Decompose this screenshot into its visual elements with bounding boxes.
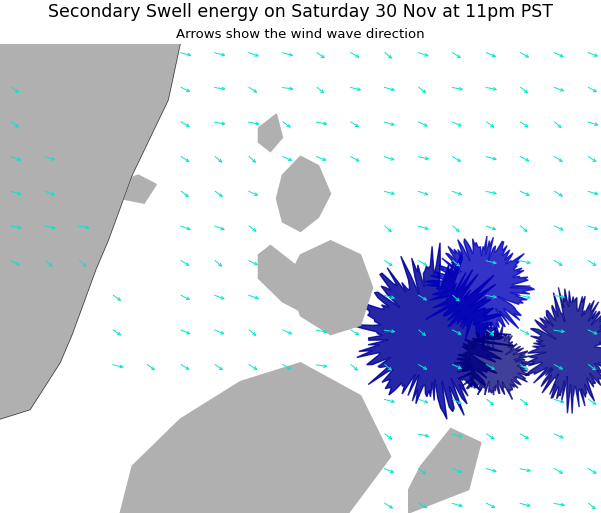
Polygon shape [454, 325, 533, 399]
Polygon shape [276, 156, 331, 231]
Polygon shape [258, 114, 282, 151]
Polygon shape [0, 44, 180, 419]
Polygon shape [288, 241, 373, 334]
Polygon shape [52, 137, 102, 212]
Text: Secondary Swell energy on Saturday 30 Nov at 11pm PST: Secondary Swell energy on Saturday 30 No… [48, 3, 553, 21]
Polygon shape [120, 363, 391, 513]
Text: Arrows show the wind wave direction: Arrows show the wind wave direction [176, 28, 425, 41]
Polygon shape [258, 245, 313, 311]
Polygon shape [425, 236, 534, 350]
Polygon shape [409, 428, 481, 513]
Polygon shape [114, 175, 156, 203]
Polygon shape [525, 287, 601, 413]
Polygon shape [349, 243, 514, 419]
